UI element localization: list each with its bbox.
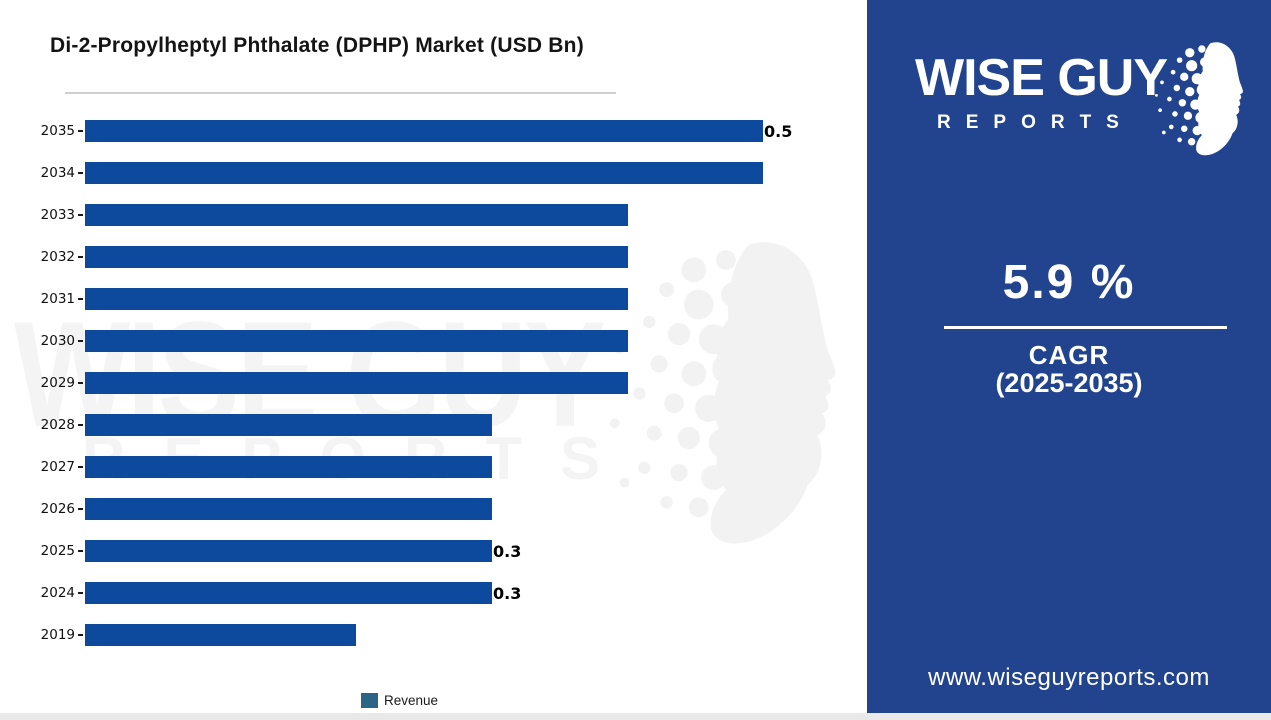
revenue-bar-2024: [85, 582, 492, 604]
year-tick-label: 2034: [40, 165, 75, 181]
year-tick-label: 2031: [40, 291, 75, 307]
year-tick-label: 2029: [40, 375, 75, 391]
revenue-bar-2028: [85, 414, 492, 436]
revenue-bar-2031: [85, 288, 628, 310]
bar-row-2032: 2032: [0, 246, 867, 268]
axis-tick: [78, 340, 83, 342]
year-tick-label: 2028: [40, 417, 75, 433]
bar-plot-area: 2035 0.5 2034 2033 2032 2031 2030 2029 2028 2027 2…: [0, 120, 867, 646]
dotted-head-icon: [1149, 38, 1251, 162]
bar-value-label: 0.3: [493, 583, 522, 603]
axis-tick: [78, 634, 83, 636]
bar-value-label: 0.3: [493, 541, 522, 561]
bar-row-2025: 2025 0.3: [0, 540, 867, 562]
wise-guy-logo-subtext: REPORTS: [937, 112, 1134, 133]
legend-swatch-revenue: [361, 693, 378, 708]
bar-row-2028: 2028: [0, 414, 867, 436]
axis-tick: [78, 592, 83, 594]
sidebar: WISE GUY REPORTS 5.9 % CAGR (2025-2035) …: [867, 0, 1271, 713]
axis-tick: [78, 298, 83, 300]
legend-label: Revenue: [384, 693, 439, 708]
revenue-bar-2033: [85, 204, 628, 226]
revenue-bar-2026: [85, 498, 492, 520]
cagr-divider: [944, 326, 1227, 329]
cagr-label: CAGR: [1028, 340, 1110, 370]
revenue-bar-2030: [85, 330, 628, 352]
bottom-edge-strip: [0, 713, 1271, 720]
axis-tick: [78, 130, 83, 132]
year-tick-label: 2033: [40, 207, 75, 223]
revenue-bar-2029: [85, 372, 628, 394]
revenue-bar-2035: [85, 120, 763, 142]
bar-row-2019: 2019: [0, 624, 867, 646]
bar-row-2024: 2024 0.3: [0, 582, 867, 604]
revenue-bar-2034: [85, 162, 763, 184]
axis-tick: [78, 550, 83, 552]
year-tick-label: 2030: [40, 333, 75, 349]
axis-tick: [78, 466, 83, 468]
year-tick-label: 2025: [40, 543, 75, 559]
bar-row-2033: 2033: [0, 204, 867, 226]
year-tick-label: 2024: [40, 585, 75, 601]
year-tick-label: 2027: [40, 459, 75, 475]
bar-value-label: 0.5: [764, 121, 793, 141]
website-link[interactable]: www.wiseguyreports.com: [928, 664, 1210, 691]
year-tick-label: 2032: [40, 249, 75, 265]
revenue-bar-2032: [85, 246, 628, 268]
revenue-bar-2025: [85, 540, 492, 562]
year-tick-label: 2019: [40, 627, 75, 643]
cagr-period: (2025-2035): [995, 368, 1143, 398]
bar-row-2027: 2027: [0, 456, 867, 478]
bar-row-2031: 2031: [0, 288, 867, 310]
bar-row-2030: 2030: [0, 330, 867, 352]
year-tick-label: 2026: [40, 501, 75, 517]
bar-row-2026: 2026: [0, 498, 867, 520]
cagr-value: 5.9 %: [1002, 256, 1136, 309]
revenue-bar-2019: [85, 624, 356, 646]
bar-row-2035: 2035 0.5: [0, 120, 867, 142]
axis-tick: [78, 382, 83, 384]
chart-panel: WISE GUY REPORTS Di-2-Propylheptyl Phtha…: [0, 34, 867, 708]
title-divider: [65, 92, 616, 94]
year-tick-label: 2035: [40, 123, 75, 139]
axis-tick: [78, 256, 83, 258]
axis-tick: [78, 424, 83, 426]
chart-legend: Revenue: [361, 693, 438, 708]
axis-tick: [78, 214, 83, 216]
wise-guy-logo-text: WISE GUY: [915, 49, 1168, 107]
axis-tick: [78, 508, 83, 510]
bar-row-2034: 2034: [0, 162, 867, 184]
chart-title: Di-2-Propylheptyl Phthalate (DPHP) Marke…: [50, 34, 584, 57]
revenue-bar-2027: [85, 456, 492, 478]
axis-tick: [78, 172, 83, 174]
bar-row-2029: 2029: [0, 372, 867, 394]
